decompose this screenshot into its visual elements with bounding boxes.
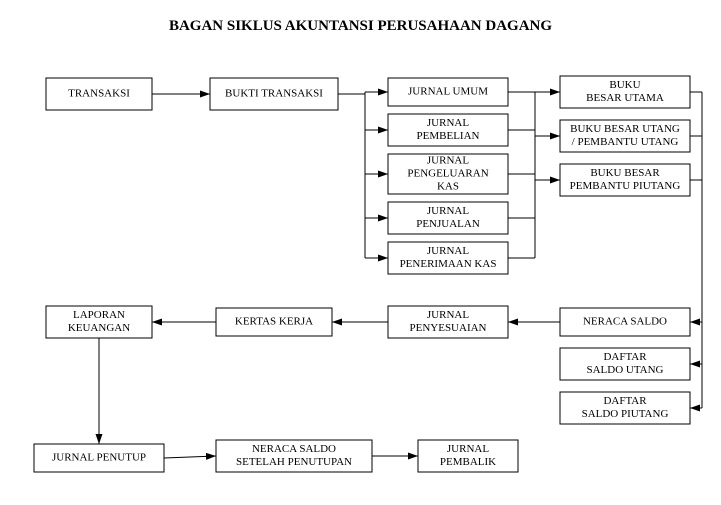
node-bukti-label: BUKTI TRANSAKSI (225, 88, 323, 100)
node-bukti: BUKTI TRANSAKSI (210, 78, 338, 110)
flowchart: BAGAN SIKLUS AKUNTANSI PERUSAHAAN DAGANG… (0, 0, 721, 505)
node-j_umum: JURNAL UMUM (388, 78, 508, 106)
node-penyesuaian-label: JURNAL (427, 309, 469, 321)
node-daftar_utang: DAFTARSALDO UTANG (560, 348, 690, 380)
node-j_penerimaan-label: PENERIMAAN KAS (400, 258, 497, 270)
node-kertas: KERTAS KERJA (216, 308, 332, 336)
node-transaksi: TRANSAKSI (46, 78, 152, 110)
node-j_pengeluaran-label: PENGELUARAN (407, 168, 488, 180)
node-j_pembelian-label: PEMBELIAN (417, 130, 480, 142)
node-penutup-label: JURNAL PENUTUP (52, 452, 146, 464)
node-j_penerimaan-label: JURNAL (427, 245, 469, 257)
node-j_pengeluaran-label: KAS (437, 181, 459, 193)
node-j_pembelian: JURNALPEMBELIAN (388, 114, 508, 146)
node-j_pengeluaran-label: JURNAL (427, 155, 469, 167)
node-ns_setelah: NERACA SALDOSETELAH PENUTUPAN (216, 440, 372, 472)
node-pembalik-label: JURNAL (447, 443, 489, 455)
node-ns_setelah-label: NERACA SALDO (252, 443, 336, 455)
node-daftar_utang-label: SALDO UTANG (586, 364, 663, 376)
node-bb_utama-label: BUKU (609, 79, 640, 91)
node-daftar_piutang-label: DAFTAR (603, 395, 647, 407)
node-ns_setelah-label: SETELAH PENUTUPAN (236, 456, 352, 468)
node-bb_piutang: BUKU BESARPEMBANTU PIUTANG (560, 164, 690, 196)
node-bb_utama-label: BESAR UTAMA (586, 92, 664, 104)
node-j_pengeluaran: JURNALPENGELUARANKAS (388, 154, 508, 194)
node-j_penerimaan: JURNALPENERIMAAN KAS (388, 242, 508, 274)
node-j_penjualan-label: PENJUALAN (416, 218, 480, 230)
node-daftar_utang-label: DAFTAR (603, 351, 647, 363)
node-j_pembelian-label: JURNAL (427, 117, 469, 129)
node-bb_utang: BUKU BESAR UTANG/ PEMBANTU UTANG (560, 120, 690, 152)
node-bb_piutang-label: BUKU BESAR (590, 167, 660, 179)
node-bb_utama: BUKUBESAR UTAMA (560, 76, 690, 108)
node-neraca_saldo: NERACA SALDO (560, 308, 690, 336)
node-penyesuaian: JURNALPENYESUAIAN (388, 306, 508, 338)
node-penyesuaian-label: PENYESUAIAN (410, 322, 487, 334)
node-laporan: LAPORANKEUANGAN (46, 306, 152, 338)
node-j_penjualan: JURNALPENJUALAN (388, 202, 508, 234)
node-bb_piutang-label: PEMBANTU PIUTANG (570, 180, 681, 192)
node-daftar_piutang: DAFTARSALDO PIUTANG (560, 392, 690, 424)
node-bb_utang-label: / PEMBANTU UTANG (572, 136, 679, 148)
node-pembalik-label: PEMBALIK (440, 456, 496, 468)
node-kertas-label: KERTAS KERJA (235, 316, 313, 328)
node-j_umum-label: JURNAL UMUM (408, 86, 488, 98)
title: BAGAN SIKLUS AKUNTANSI PERUSAHAAN DAGANG (169, 18, 552, 34)
node-penutup: JURNAL PENUTUP (34, 444, 164, 472)
node-pembalik: JURNALPEMBALIK (418, 440, 518, 472)
node-bb_utang-label: BUKU BESAR UTANG (570, 123, 680, 135)
node-laporan-label: LAPORAN (73, 309, 125, 321)
node-laporan-label: KEUANGAN (68, 322, 130, 334)
node-neraca_saldo-label: NERACA SALDO (583, 316, 667, 328)
node-transaksi-label: TRANSAKSI (68, 88, 130, 100)
node-j_penjualan-label: JURNAL (427, 205, 469, 217)
node-daftar_piutang-label: SALDO PIUTANG (582, 408, 669, 420)
edge (164, 456, 216, 458)
